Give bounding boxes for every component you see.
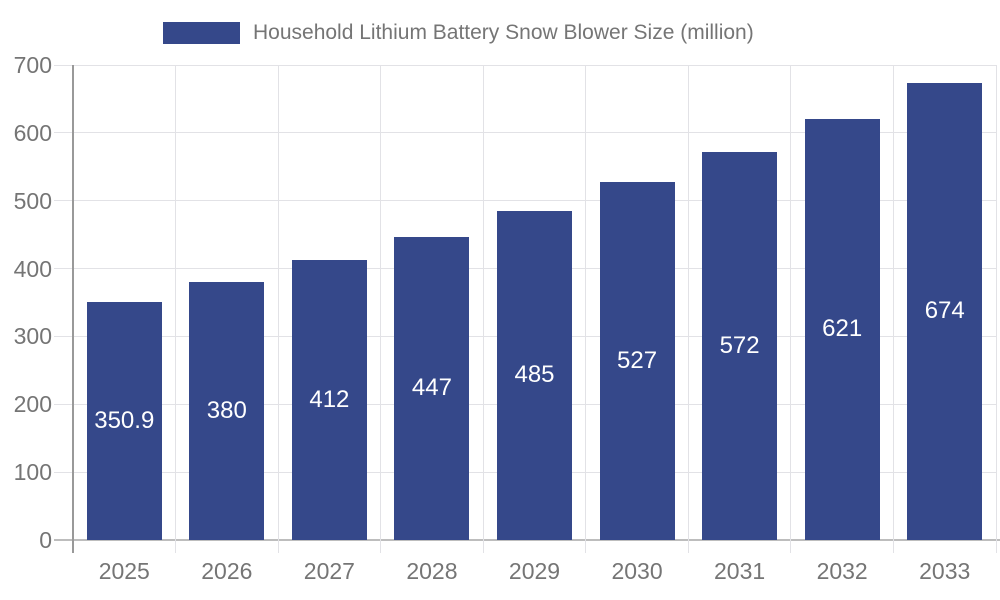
y-axis-line (72, 65, 74, 553)
bar-2029: 485 (497, 210, 572, 540)
gridline-vertical (277, 65, 279, 553)
x-tick-label: 2030 (611, 558, 663, 584)
y-tick-label: 200 (13, 391, 52, 418)
gridline-vertical (482, 65, 484, 553)
x-tick-label: 2031 (714, 558, 766, 584)
gridline-horizontal (54, 64, 996, 66)
gridline-vertical (790, 65, 792, 553)
bar-value-label: 527 (617, 347, 658, 375)
bar-2032: 621 (804, 118, 880, 540)
bar-2025: 350.9 (86, 301, 162, 540)
bar-value-label: 621 (822, 315, 863, 343)
y-tick-label: 500 (13, 187, 52, 214)
x-tick-label: 2033 (919, 558, 971, 584)
y-tick-label: 300 (13, 323, 52, 350)
bar-2026: 380 (189, 282, 265, 540)
x-tick-label: 2027 (303, 558, 355, 584)
y-tick-label: 400 (13, 255, 52, 282)
y-tick-label: 600 (13, 119, 52, 146)
y-tick-label: 100 (13, 459, 52, 486)
gridline-horizontal (54, 132, 996, 134)
bar-value-label: 350.9 (94, 406, 155, 434)
legend-swatch (163, 22, 240, 44)
bar-value-label: 380 (206, 397, 247, 425)
bar-value-label: 447 (411, 374, 452, 402)
x-axis-line (54, 539, 1000, 541)
gridline-vertical (995, 65, 997, 553)
y-tick-label: 700 (13, 52, 52, 78)
bar-value-label: 572 (719, 331, 760, 359)
bar-2033: 674 (907, 82, 983, 540)
legend-label: Household Lithium Battery Snow Blower Si… (253, 21, 754, 44)
gridline-horizontal (54, 200, 996, 202)
gridline-vertical (687, 65, 689, 553)
gridline-vertical (380, 65, 382, 553)
bar-2031: 572 (702, 151, 778, 540)
bar-value-label: 485 (514, 361, 555, 389)
legend-item[interactable]: Household Lithium Battery Snow Blower Si… (163, 22, 754, 44)
bar-2028: 447 (394, 236, 470, 540)
bar-value-label: 674 (924, 297, 965, 325)
bar-2027: 412 (291, 260, 367, 540)
x-tick-label: 2026 (201, 558, 253, 584)
x-tick-label: 2029 (508, 558, 561, 584)
bar-value-label: 412 (309, 386, 350, 414)
x-tick-label: 2028 (406, 558, 458, 584)
bar-2030: 527 (599, 182, 675, 540)
gridline-vertical (175, 65, 177, 553)
y-tick-label: 0 (39, 527, 52, 553)
gridline-vertical (892, 65, 894, 553)
x-tick-label: 2025 (98, 558, 150, 584)
x-tick-label: 2032 (816, 558, 868, 584)
gridline-vertical (585, 65, 587, 553)
